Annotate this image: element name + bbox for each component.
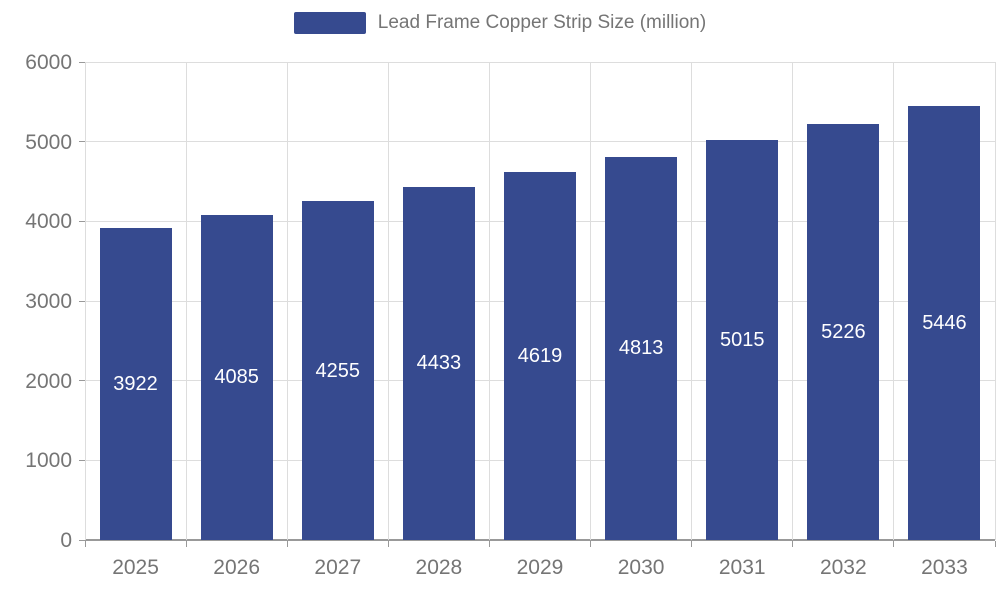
x-axis-line [85, 539, 995, 541]
gridline-vertical [691, 62, 693, 540]
y-tick-mark [79, 300, 85, 302]
y-tick-label: 0 [60, 529, 72, 552]
bar-value-label: 3922 [113, 372, 158, 395]
gridline-vertical [185, 62, 187, 540]
y-tick-mark [79, 380, 85, 382]
x-tick-mark [691, 541, 693, 547]
legend-label: Lead Frame Copper Strip Size (million) [377, 12, 707, 33]
x-tick-mark [84, 541, 86, 547]
x-tick-mark [792, 541, 794, 547]
gridline-vertical [792, 62, 794, 540]
bar-2031: 5015 [706, 140, 779, 540]
gridline-horizontal [85, 61, 995, 63]
bar-value-label: 4433 [416, 352, 462, 375]
x-tick-mark [590, 541, 592, 547]
gridline-vertical [84, 62, 86, 540]
x-tick-mark [185, 541, 187, 547]
bar-2025: 3922 [99, 227, 172, 540]
y-tick-label: 2000 [25, 369, 72, 393]
bar-2028: 4433 [402, 186, 475, 540]
y-tick-mark [79, 61, 85, 63]
bar-2030: 4813 [605, 156, 678, 540]
bar-value-label: 4619 [517, 345, 563, 368]
x-tick-label-2028: 2028 [415, 556, 463, 579]
y-tick-label: 1000 [25, 449, 72, 473]
bar-2033: 5446 [908, 106, 981, 540]
x-tick-label-2029: 2029 [516, 556, 564, 579]
bar-value-label: 4255 [315, 359, 361, 382]
x-tick-mark [387, 541, 389, 547]
y-tick-label: 6000 [25, 51, 72, 74]
bar-2027: 4255 [301, 201, 374, 540]
x-tick-label-2031: 2031 [718, 556, 766, 579]
legend-swatch-icon [293, 12, 366, 34]
legend[interactable]: Lead Frame Copper Strip Size (million) [0, 12, 1000, 34]
bar-value-label: 5015 [719, 329, 765, 352]
x-tick-mark [893, 541, 895, 547]
x-tick-mark [994, 541, 996, 547]
y-tick-mark [79, 141, 85, 143]
bar-value-label: 5446 [922, 312, 967, 335]
plot-area: 3922 4085 4255 4433 4619 4813 5015 5226 5446 [84, 61, 996, 541]
x-tick-label-2025: 2025 [112, 556, 159, 579]
gridline-vertical [590, 62, 592, 540]
x-tick-label-2030: 2030 [617, 556, 665, 579]
bar-value-label: 4813 [618, 337, 664, 360]
gridline-vertical [286, 62, 288, 540]
gridline-vertical [387, 62, 389, 540]
bar-value-label: 5226 [821, 320, 866, 343]
bar-2032: 5226 [807, 123, 880, 540]
y-tick-label: 4000 [25, 210, 72, 234]
bar-2026: 4085 [200, 214, 273, 540]
gridline-vertical [893, 62, 895, 540]
gridline-vertical [488, 62, 490, 540]
y-tick-mark [79, 220, 85, 222]
bar-value-label: 4085 [214, 366, 259, 389]
x-tick-label-2026: 2026 [213, 556, 261, 579]
x-tick-label-2033: 2033 [921, 556, 968, 579]
x-tick-mark [488, 541, 490, 547]
x-tick-mark [286, 541, 288, 547]
y-tick-mark [79, 459, 85, 461]
y-tick-label: 3000 [25, 290, 72, 313]
gridline-horizontal [85, 141, 995, 143]
x-tick-label-2032: 2032 [819, 556, 867, 579]
bar-2029: 4619 [504, 172, 576, 540]
y-tick-label: 5000 [25, 130, 72, 154]
y-tick-mark [79, 539, 85, 541]
gridline-vertical [994, 62, 996, 540]
x-tick-label-2027: 2027 [314, 556, 362, 579]
